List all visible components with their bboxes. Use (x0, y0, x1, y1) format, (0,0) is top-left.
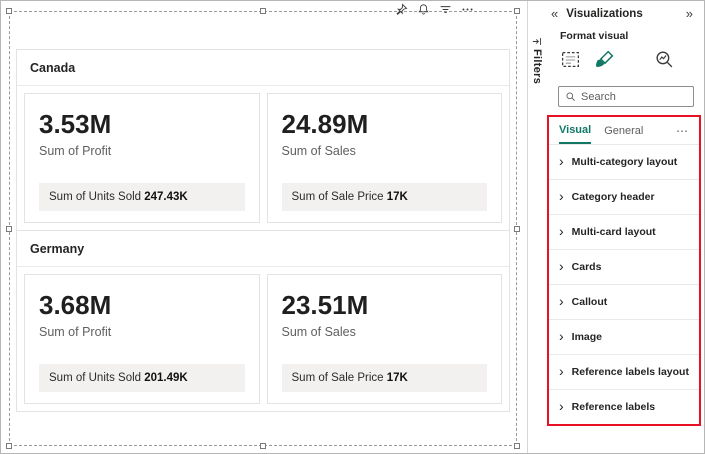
filter-icon[interactable] (439, 3, 452, 16)
resize-handle[interactable] (6, 8, 12, 14)
section-reference-labels[interactable]: › Reference labels (549, 389, 699, 424)
resize-handle[interactable] (514, 225, 520, 232)
more-options-icon[interactable] (461, 3, 474, 16)
card-label: Sum of Sales (281, 144, 356, 158)
reference-label-text: Sum of Units Sold (49, 372, 142, 384)
build-visual-icon[interactable] (560, 49, 581, 70)
card-label: Sum of Sales (281, 325, 356, 339)
visual-header-toolbar (395, 2, 474, 16)
card-sales[interactable]: 23.51M Sum of Sales Sum of Sale Price 17… (266, 274, 502, 404)
expand-filters-icon[interactable] (532, 34, 543, 45)
callout-value: 3.68M (39, 290, 112, 320)
format-tabs: Visual General ⋯ (549, 117, 699, 144)
card-sales[interactable]: 24.89M Sum of Sales Sum of Sale Price 17… (266, 93, 502, 223)
pane-mode-icons (546, 42, 704, 78)
reference-label-value: 247.43K (144, 191, 188, 203)
reference-label: Sum of Units Sold 201.49K (39, 364, 245, 392)
section-label: Reference labels (571, 401, 656, 413)
visualizations-pane: « Visualizations » Format visual Visual … (546, 1, 704, 453)
search-box[interactable] (558, 86, 694, 107)
search-icon (566, 92, 575, 101)
section-multi-category-layout[interactable]: › Multi-category layout (549, 144, 699, 179)
section-label: Cards (571, 261, 602, 273)
chevron-right-icon: › (559, 292, 564, 309)
format-sections-highlight: Visual General ⋯ › Multi-category layout… (547, 115, 701, 426)
report-canvas[interactable]: Canada 3.53M Sum of Profit Sum of Units … (1, 1, 528, 453)
category-header: Canada (17, 50, 509, 86)
callout-value: 3.53M (39, 109, 112, 139)
tab-general[interactable]: General (604, 125, 644, 137)
section-label: Multi-card layout (571, 226, 656, 238)
reference-label: Sum of Sale Price 17K (281, 183, 487, 211)
section-label: Callout (571, 296, 608, 308)
format-visual-icon[interactable] (594, 49, 615, 70)
chevron-right-icon: › (559, 152, 564, 169)
chevron-right-icon: › (559, 222, 564, 239)
chevron-right-icon: › (559, 327, 564, 344)
section-category-header[interactable]: › Category header (549, 179, 699, 214)
bell-icon[interactable] (417, 3, 430, 16)
category-section-germany: Germany 3.68M Sum of Profit Sum of Units… (16, 230, 510, 412)
card-profit[interactable]: 3.68M Sum of Profit Sum of Units Sold 20… (24, 274, 260, 404)
reference-label-text: Sum of Sale Price (291, 191, 384, 203)
chevron-right-icon: › (559, 397, 564, 414)
resize-handle[interactable] (6, 443, 12, 449)
multi-card-visual[interactable]: Canada 3.53M Sum of Profit Sum of Units … (16, 49, 510, 412)
visualizations-pane-header: « Visualizations » (546, 1, 704, 21)
section-reference-labels-layout[interactable]: › Reference labels layout (549, 354, 699, 389)
section-label: Category header (571, 191, 655, 203)
reference-label-text: Sum of Sale Price (291, 372, 384, 384)
resize-handle[interactable] (514, 443, 520, 449)
reference-label-text: Sum of Units Sold (49, 191, 142, 203)
resize-handle[interactable] (260, 443, 266, 449)
analytics-icon[interactable] (654, 49, 675, 70)
tab-visual[interactable]: Visual (559, 124, 592, 144)
reference-label: Sum of Sale Price 17K (281, 364, 487, 392)
section-label: Image (571, 331, 603, 343)
filters-pane-collapsed: Filters (528, 1, 546, 453)
resize-handle[interactable] (6, 225, 12, 232)
tabs-more-icon[interactable]: ⋯ (676, 124, 689, 138)
chevron-right-icon: › (559, 362, 564, 379)
reference-label-value: 17K (386, 372, 408, 384)
reference-label: Sum of Units Sold 247.43K (39, 183, 245, 211)
card-profit[interactable]: 3.53M Sum of Profit Sum of Units Sold 24… (24, 93, 260, 223)
pane-collapse-chevron-icon[interactable]: » (685, 6, 693, 21)
reference-label-value: 201.49K (144, 372, 188, 384)
callout-value: 23.51M (281, 290, 369, 320)
section-label: Multi-category layout (571, 156, 678, 168)
reference-label-value: 17K (386, 191, 408, 203)
section-image[interactable]: › Image (549, 319, 699, 354)
resize-handle[interactable] (514, 8, 520, 14)
format-sections-list: › Multi-category layout › Category heade… (549, 144, 699, 424)
cards-row: 3.68M Sum of Profit Sum of Units Sold 20… (17, 267, 509, 411)
section-cards[interactable]: › Cards (549, 249, 699, 284)
chevron-right-icon: › (559, 187, 564, 204)
format-visual-label: Format visual (560, 30, 629, 42)
visual-selection-frame: Canada 3.53M Sum of Profit Sum of Units … (6, 8, 520, 449)
search-input[interactable] (581, 90, 687, 103)
pane-expand-chevron-icon[interactable]: « (551, 6, 559, 21)
card-label: Sum of Profit (39, 144, 112, 158)
category-header: Germany (17, 231, 509, 267)
section-callout[interactable]: › Callout (549, 284, 699, 319)
cards-row: 3.53M Sum of Profit Sum of Units Sold 24… (17, 86, 509, 230)
category-section-canada: Canada 3.53M Sum of Profit Sum of Units … (16, 49, 510, 231)
section-multi-card-layout[interactable]: › Multi-card layout (549, 214, 699, 249)
visualizations-title: Visualizations (566, 7, 643, 20)
card-label: Sum of Profit (39, 325, 112, 339)
chevron-right-icon: › (559, 257, 564, 274)
filters-pane-label[interactable]: Filters (531, 49, 543, 85)
section-label: Reference labels layout (571, 366, 689, 378)
callout-value: 24.89M (281, 109, 369, 139)
resize-handle[interactable] (260, 8, 266, 14)
pin-icon[interactable] (395, 2, 408, 16)
